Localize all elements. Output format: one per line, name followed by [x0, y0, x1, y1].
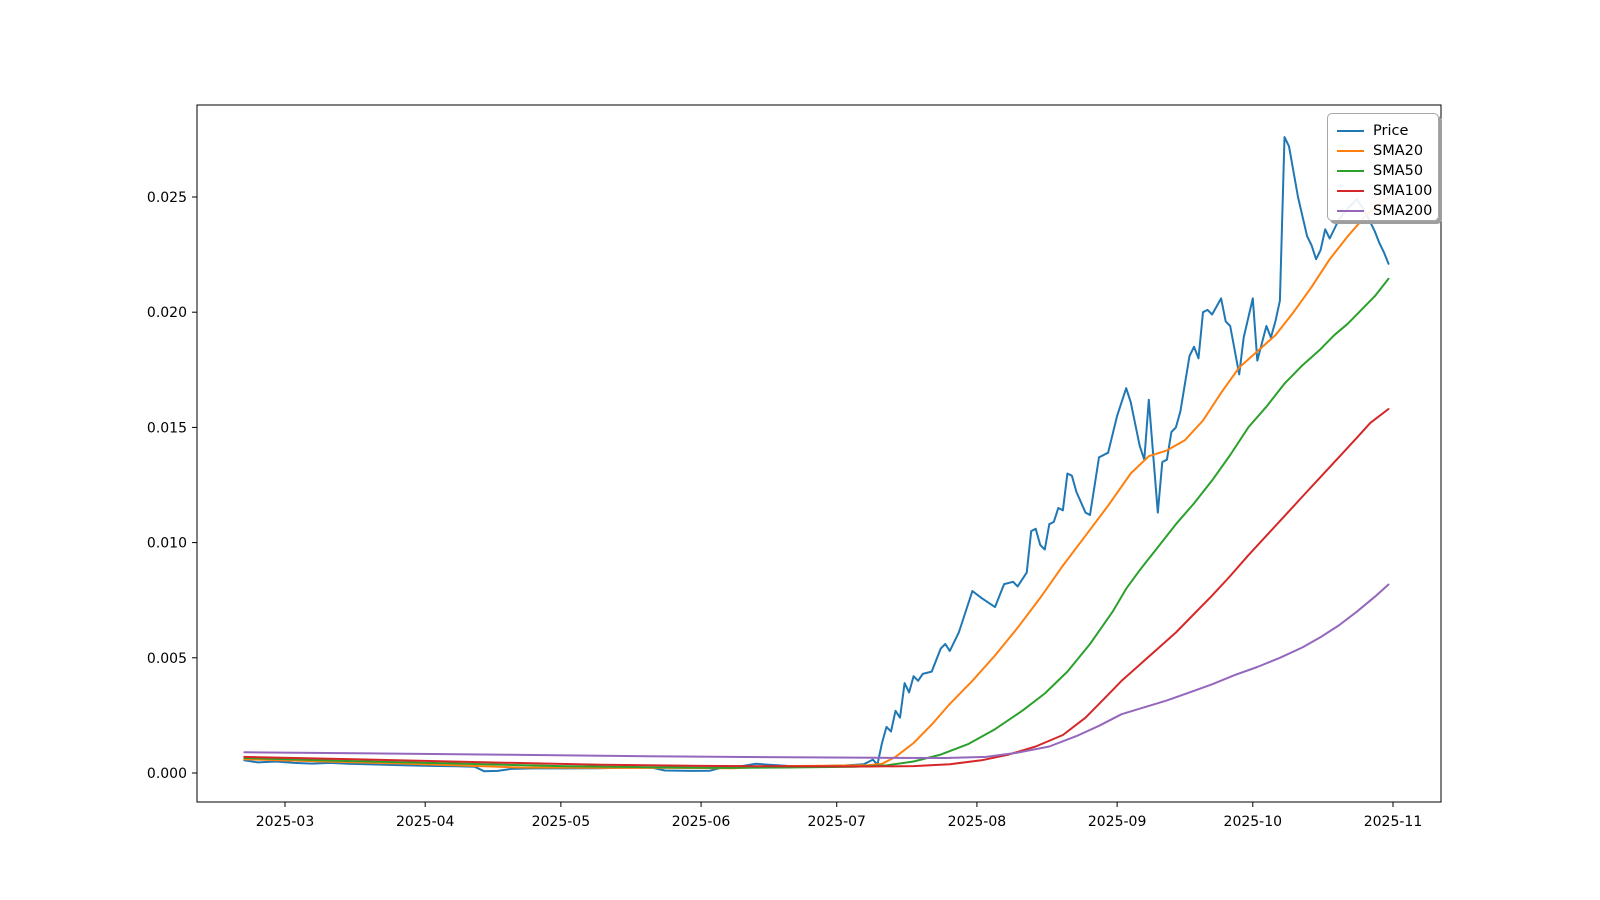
y-tick-label: 0.000: [147, 766, 187, 782]
legend-entry-sma50: SMA50: [1337, 161, 1428, 181]
series-line-sma100: [243, 408, 1390, 768]
x-tick-label: 2025-06: [672, 814, 731, 830]
x-tick-label: 2025-10: [1224, 814, 1283, 830]
sma20-line-swatch-icon: [1337, 150, 1364, 152]
chart-legend: Price SMA20 SMA50 SMA100 SMA200: [1327, 113, 1439, 221]
series-line-price: [243, 136, 1390, 773]
legend-label: SMA100: [1373, 183, 1433, 199]
x-tick-label: 2025-05: [532, 814, 591, 830]
series-line-sma200: [243, 583, 1390, 759]
x-tick-label: 2025-09: [1088, 814, 1147, 830]
legend-entry-sma200: SMA200: [1337, 201, 1432, 221]
sma200-line-swatch-icon: [1337, 210, 1364, 212]
legend-entry-price: Price: [1337, 121, 1428, 141]
plot-frame: [196, 104, 1442, 803]
legend-label: SMA20: [1373, 143, 1424, 159]
x-tick-label: 2025-03: [256, 814, 315, 830]
y-tick-label: 0.025: [147, 190, 187, 206]
x-tick-label: 2025-07: [807, 814, 866, 830]
legend-entry-sma100: SMA100: [1337, 181, 1432, 201]
y-tick-label: 0.015: [147, 420, 187, 436]
y-tick-label: 0.010: [147, 536, 187, 552]
legend-label: SMA50: [1373, 163, 1424, 179]
price-line-swatch-icon: [1337, 130, 1364, 132]
legend-entry-sma20: SMA20: [1337, 141, 1428, 161]
y-tick-label: 0.020: [147, 305, 187, 321]
x-tick-label: 2025-04: [396, 814, 455, 830]
legend-label: SMA200: [1373, 203, 1433, 219]
x-tick-label: 2025-11: [1364, 814, 1423, 830]
sma100-line-swatch-icon: [1337, 190, 1364, 192]
sma50-line-swatch-icon: [1337, 170, 1364, 172]
series-line-sma50: [243, 277, 1390, 769]
legend-label: Price: [1373, 123, 1409, 139]
x-tick-label: 2025-08: [948, 814, 1007, 830]
y-tick-label: 0.005: [147, 651, 187, 667]
